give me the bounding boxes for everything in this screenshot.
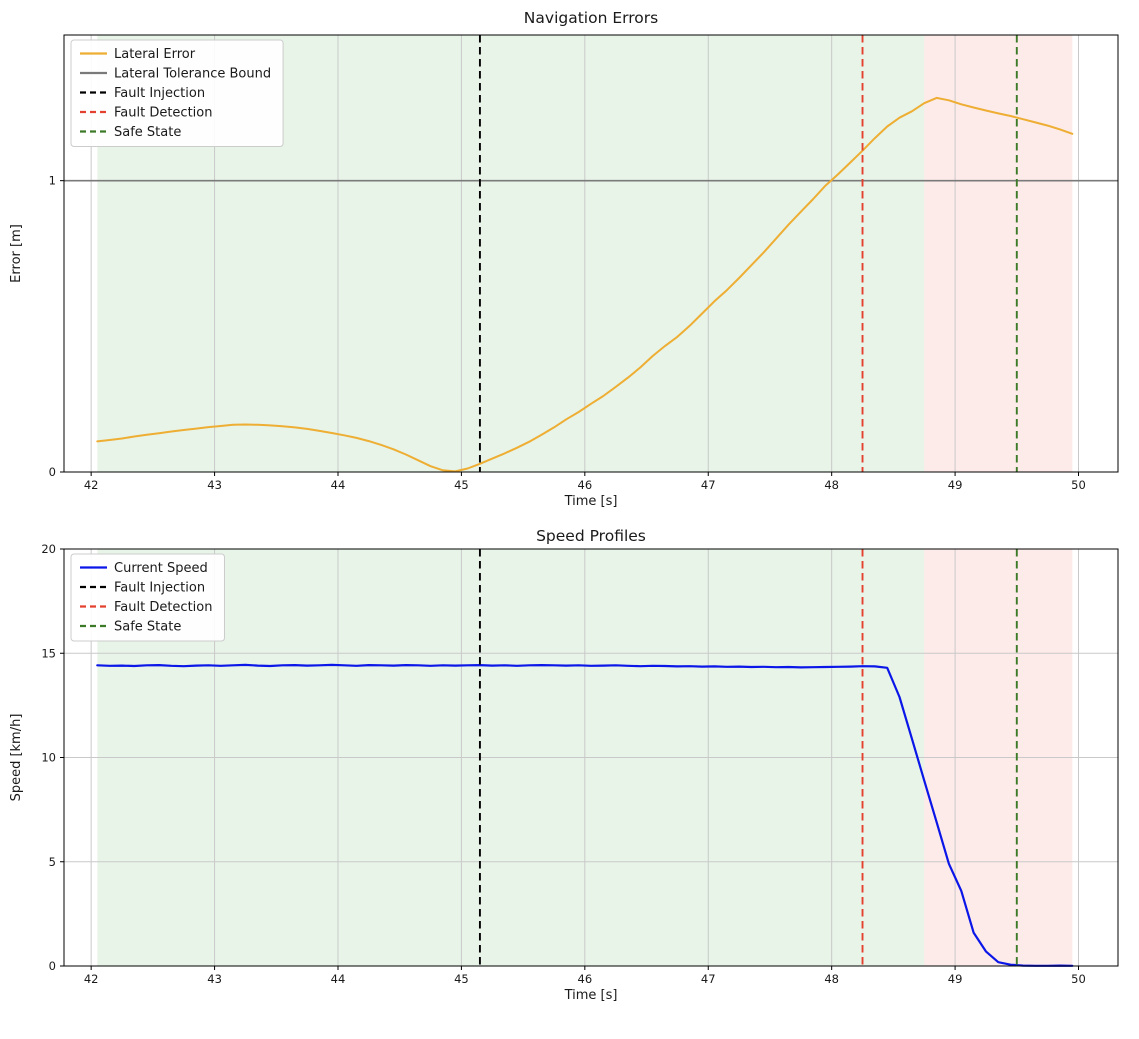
x-tick-label: 45 bbox=[454, 478, 469, 492]
y-tick-label: 1 bbox=[49, 174, 56, 188]
y-tick-label: 10 bbox=[41, 751, 56, 765]
y-tick-label: 15 bbox=[41, 646, 56, 660]
fault-injection-legend-label: Fault Injection bbox=[114, 581, 205, 596]
fault-detection-legend-label: Fault Detection bbox=[114, 600, 212, 615]
fault-injection-legend-label: Fault Injection bbox=[114, 86, 205, 101]
y-tick-label: 20 bbox=[41, 542, 56, 556]
safe-state-legend-label: Safe State bbox=[114, 620, 181, 635]
x-tick-label: 45 bbox=[454, 972, 469, 986]
x-axis-label: Time [s] bbox=[564, 988, 618, 1003]
x-tick-label: 42 bbox=[84, 972, 99, 986]
y-axis-label: Speed [km/h] bbox=[9, 714, 24, 802]
y-tick-label: 0 bbox=[49, 465, 56, 479]
x-tick-label: 49 bbox=[948, 478, 963, 492]
chart-speed-profiles: 42 43 44 45 46 47 48 49 50 0 5 10 15 20 Speed Profiles… bbox=[9, 527, 1119, 1003]
fault-region bbox=[924, 35, 1073, 472]
legend: Lateral Error Lateral Tolerance Bound Faul… bbox=[70, 39, 284, 147]
legend-box bbox=[70, 553, 225, 642]
x-tick-label: 42 bbox=[84, 478, 99, 492]
x-tick-label: 46 bbox=[578, 972, 593, 986]
lateral-tolerance-bound-legend-label: Lateral Tolerance Bound bbox=[114, 67, 271, 82]
x-tick-label: 46 bbox=[578, 478, 593, 492]
safe-state-legend-label: Safe State bbox=[114, 125, 181, 140]
legend: Current Speed Fault Injection Fault Detect… bbox=[70, 553, 225, 642]
legend-box bbox=[70, 39, 284, 147]
x-tick-label: 48 bbox=[824, 478, 839, 492]
x-tick-label: 43 bbox=[207, 478, 222, 492]
current-speed-legend-label: Current Speed bbox=[114, 561, 208, 576]
x-tick-label: 50 bbox=[1071, 478, 1086, 492]
x-tick-label: 47 bbox=[701, 972, 716, 986]
x-tick-label: 47 bbox=[701, 478, 716, 492]
x-tick-label: 43 bbox=[207, 972, 222, 986]
lateral-error-line bbox=[96, 96, 1074, 473]
y-tick-label: 5 bbox=[49, 855, 56, 869]
y-tick-label: 0 bbox=[49, 959, 56, 973]
lateral-error-legend-label: Lateral Error bbox=[114, 47, 196, 62]
fault-detection-legend-label: Fault Detection bbox=[114, 106, 212, 121]
chart-title: Speed Profiles bbox=[536, 527, 646, 545]
x-tick-label: 44 bbox=[331, 972, 346, 986]
x-tick-label: 44 bbox=[331, 478, 346, 492]
x-axis-label: Time [s] bbox=[564, 494, 618, 509]
current-speed-line bbox=[96, 663, 1074, 967]
axes-frame bbox=[63, 34, 1119, 473]
y-axis-label: Error [m] bbox=[9, 224, 24, 283]
chart-navigation-errors: 42 43 44 45 46 47 48 49 50 0 1 Navigation Errors Tim… bbox=[9, 9, 1119, 509]
x-tick-label: 48 bbox=[824, 972, 839, 986]
x-tick-label: 50 bbox=[1071, 972, 1086, 986]
chart-title: Navigation Errors bbox=[524, 9, 658, 27]
x-tick-label: 49 bbox=[948, 972, 963, 986]
